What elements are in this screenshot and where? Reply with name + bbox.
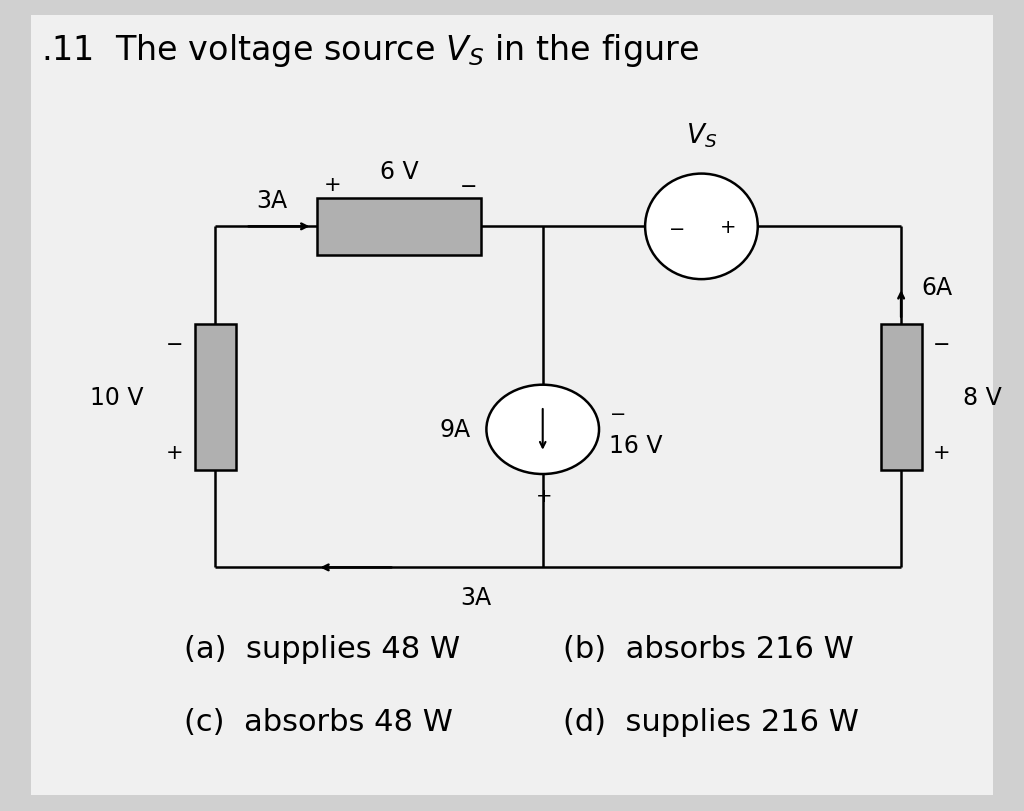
Bar (317, 199, 481, 255)
Bar (881, 324, 922, 470)
Text: .11  The voltage source $V_S$ in the figure: .11 The voltage source $V_S$ in the figu… (41, 32, 699, 70)
Text: $+$: $+$ (323, 174, 340, 195)
Text: $-$: $-$ (609, 403, 626, 422)
Text: $+$: $+$ (932, 442, 949, 462)
Circle shape (486, 385, 599, 474)
Text: $+$: $+$ (165, 442, 182, 462)
Text: (a)  supplies 48 W: (a) supplies 48 W (184, 634, 461, 663)
Text: 8 V: 8 V (963, 385, 1001, 410)
Text: 16 V: 16 V (609, 434, 663, 458)
Text: (b)  absorbs 216 W: (b) absorbs 216 W (563, 634, 854, 663)
Text: $+$: $+$ (535, 487, 551, 505)
Bar (195, 324, 236, 470)
Text: $-$: $-$ (932, 333, 949, 353)
Text: 9A: 9A (440, 418, 471, 442)
Text: $V_S$: $V_S$ (686, 122, 717, 150)
Text: 6 V: 6 V (380, 160, 419, 184)
Text: 3A: 3A (461, 586, 492, 610)
Text: (d)  supplies 216 W: (d) supplies 216 W (563, 707, 859, 736)
Ellipse shape (645, 174, 758, 280)
Text: $-$: $-$ (668, 217, 684, 237)
Text: $-$: $-$ (459, 174, 476, 195)
Text: $+$: $+$ (719, 217, 735, 237)
Text: 6A: 6A (922, 276, 952, 300)
Text: 10 V: 10 V (90, 385, 143, 410)
Text: 3A: 3A (256, 188, 287, 212)
Text: (c)  absorbs 48 W: (c) absorbs 48 W (184, 707, 454, 736)
Text: $-$: $-$ (165, 333, 182, 353)
